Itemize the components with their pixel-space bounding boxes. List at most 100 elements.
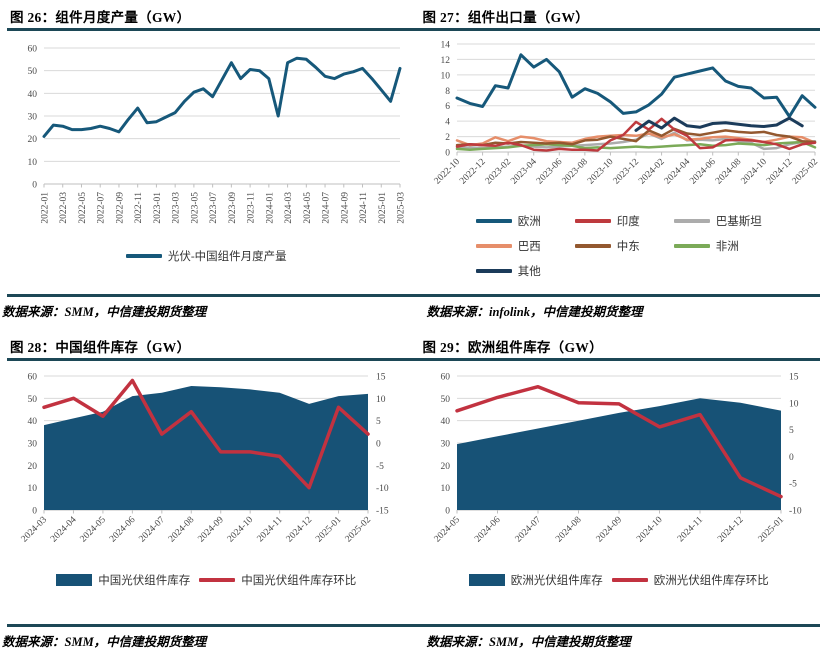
footer-rule-top: [7, 294, 820, 297]
svg-text:2024-10: 2024-10: [226, 515, 256, 545]
chart29-title: 图 29：欧洲组件库存（GW）: [422, 340, 603, 355]
legend-item: 中东: [574, 238, 640, 254]
svg-text:2024-10: 2024-10: [739, 157, 769, 187]
svg-text:0: 0: [445, 149, 450, 159]
chart29-legend: 欧洲光伏组件库存 欧洲光伏组件库存环比: [468, 572, 769, 588]
svg-text:15: 15: [376, 373, 386, 383]
svg-text:10: 10: [376, 395, 386, 405]
svg-text:2024-10: 2024-10: [635, 515, 665, 545]
svg-text:2024-12: 2024-12: [285, 515, 315, 545]
svg-text:2024-06: 2024-06: [108, 515, 138, 545]
legend-item: 印度: [574, 213, 640, 229]
svg-text:0: 0: [33, 507, 38, 517]
svg-text:2024-11: 2024-11: [676, 515, 705, 544]
chart-27: 0 2 4 6 8 10 12 14 2022-10 2022-12 2023-02 2023-04 2…: [413, 34, 825, 292]
chart27-legend: 欧洲 印度 巴基斯坦 巴西 中东 非洲 其他: [475, 213, 762, 279]
svg-text:10: 10: [28, 484, 38, 494]
legend-label: 中国光伏组件库存: [98, 575, 191, 587]
svg-text:2024-12: 2024-12: [716, 515, 746, 545]
svg-text:2024-09: 2024-09: [341, 192, 351, 224]
svg-text:30: 30: [28, 440, 38, 450]
svg-text:2024-12: 2024-12: [765, 157, 795, 187]
chart-29: 0 10 20 30 40 50 60 -10 -5 0 5 10 15 2024-05 2024-06 20…: [413, 364, 825, 622]
svg-text:2025-01: 2025-01: [378, 192, 388, 224]
bottom-titles-row: 图 28：中国组件库存（GW） 图 29：欧洲组件库存（GW）: [0, 336, 825, 356]
svg-text:5: 5: [376, 417, 381, 427]
top-sources-row: 数据来源：SMM，中信建投期货整理 数据来源：infolink，中信建投期货整理: [0, 297, 825, 320]
svg-text:2023-10: 2023-10: [586, 157, 616, 187]
chart28-plot: 0 10 20 30 40 50 60 -15 -10 -5 0 5 10 15 2024-03 2024-0…: [0, 364, 412, 570]
legend-label: 欧洲: [517, 216, 541, 228]
svg-text:2023-09: 2023-09: [228, 192, 238, 224]
legend-item: 中国光伏组件库存: [56, 572, 190, 588]
svg-text:2022-09: 2022-09: [116, 192, 126, 224]
chart29-source: 数据来源：SMM，中信建投期货整理: [426, 635, 631, 649]
legend-label: 巴西: [517, 241, 541, 253]
svg-text:2024-05: 2024-05: [303, 192, 313, 224]
chart28-legend: 中国光伏组件库存 中国光伏组件库存环比: [56, 572, 356, 588]
svg-text:0: 0: [789, 453, 794, 463]
legend-item: 欧洲光伏组件库存环比: [611, 572, 769, 588]
chart-svg-c26: 0 10 20 30 40 50 60 2022-01 2022-03 2022-05 2022-0…: [28, 45, 407, 224]
svg-text:2024-07: 2024-07: [322, 192, 332, 224]
chart-28: 0 10 20 30 40 50 60 -15 -10 -5 0 5 10 15 2024-03 2024-0…: [0, 364, 413, 622]
chart-svg-c29: 0 10 20 30 40 50 60 -10 -5 0 5 10 15 2024-05 2024-06 20…: [432, 373, 802, 545]
legend-label: 欧洲光伏组件库存: [510, 575, 603, 587]
legend-swatch-rect-icon: [468, 574, 505, 586]
chart26-plot: 0 10 20 30 40 50 60 2022-01 2022-03 2022-05 2022-0…: [0, 34, 412, 246]
svg-text:2023-02: 2023-02: [484, 157, 514, 187]
legend-item: 中国光伏组件库存环比: [199, 572, 356, 588]
svg-text:-5: -5: [376, 462, 384, 472]
legend-label: 印度: [616, 216, 640, 228]
svg-text:2023-01: 2023-01: [153, 192, 163, 224]
svg-text:-10: -10: [789, 507, 802, 517]
svg-text:2024-11: 2024-11: [256, 515, 285, 544]
svg-text:2022-07: 2022-07: [97, 192, 107, 224]
svg-text:2022-10: 2022-10: [432, 157, 462, 187]
legend-item: 非洲: [673, 238, 762, 254]
svg-text:2023-08: 2023-08: [560, 157, 590, 187]
svg-text:2023-04: 2023-04: [509, 157, 539, 187]
svg-text:0: 0: [376, 440, 381, 450]
svg-text:40: 40: [28, 417, 38, 427]
svg-text:50: 50: [28, 67, 38, 77]
svg-text:2024-07: 2024-07: [513, 515, 543, 545]
svg-text:2024-07: 2024-07: [138, 515, 168, 545]
legend-item: 巴西: [475, 238, 541, 254]
svg-text:2024-03: 2024-03: [284, 192, 294, 224]
svg-text:0: 0: [445, 507, 450, 517]
chart-svg-c27: 024681012142022-102022-122023-022023-042…: [432, 41, 820, 187]
svg-text:0: 0: [33, 181, 38, 191]
svg-text:10: 10: [789, 399, 799, 409]
svg-text:2025-02: 2025-02: [790, 157, 820, 187]
svg-text:2024-08: 2024-08: [167, 515, 197, 545]
svg-text:8: 8: [445, 87, 450, 97]
svg-text:2024-03: 2024-03: [20, 515, 50, 545]
svg-text:10: 10: [440, 71, 450, 81]
svg-text:-5: -5: [789, 480, 797, 490]
bottom-charts-row: 0 10 20 30 40 50 60 -15 -10 -5 0 5 10 15 2024-03 2024-0…: [0, 364, 825, 622]
legend-swatch-line-icon: [125, 254, 162, 258]
legend-swatch-line-icon: [673, 244, 710, 248]
legend-label: 中东: [616, 241, 640, 253]
svg-text:12: 12: [440, 56, 450, 66]
svg-text:2022-11: 2022-11: [134, 192, 144, 224]
svg-text:60: 60: [28, 45, 38, 55]
svg-text:60: 60: [28, 373, 38, 383]
svg-text:2024-06: 2024-06: [688, 157, 718, 187]
svg-text:10: 10: [28, 158, 38, 168]
svg-text:20: 20: [28, 462, 38, 472]
legend-swatch-line-icon: [475, 244, 512, 248]
legend-item: 光伏-中国组件月度产量: [125, 248, 287, 264]
svg-text:2022-01: 2022-01: [41, 192, 51, 224]
top-titles-row: 图 26：组件月度产量（GW） 图 27：组件出口量（GW）: [0, 6, 825, 26]
legend-swatch-rect-icon: [56, 574, 93, 586]
chart26-title: 图 26：组件月度产量（GW）: [10, 10, 191, 25]
svg-text:2024-01: 2024-01: [266, 192, 276, 224]
svg-text:50: 50: [28, 395, 38, 405]
legend-swatch-line-icon: [199, 578, 236, 582]
chart-26: 0 10 20 30 40 50 60 2022-01 2022-03 2022-05 2022-0…: [0, 34, 413, 292]
title-rule-top: [7, 28, 820, 31]
bottom-sources-row: 数据来源：SMM，中信建投期货整理 数据来源：SMM，中信建投期货整理: [0, 627, 825, 650]
